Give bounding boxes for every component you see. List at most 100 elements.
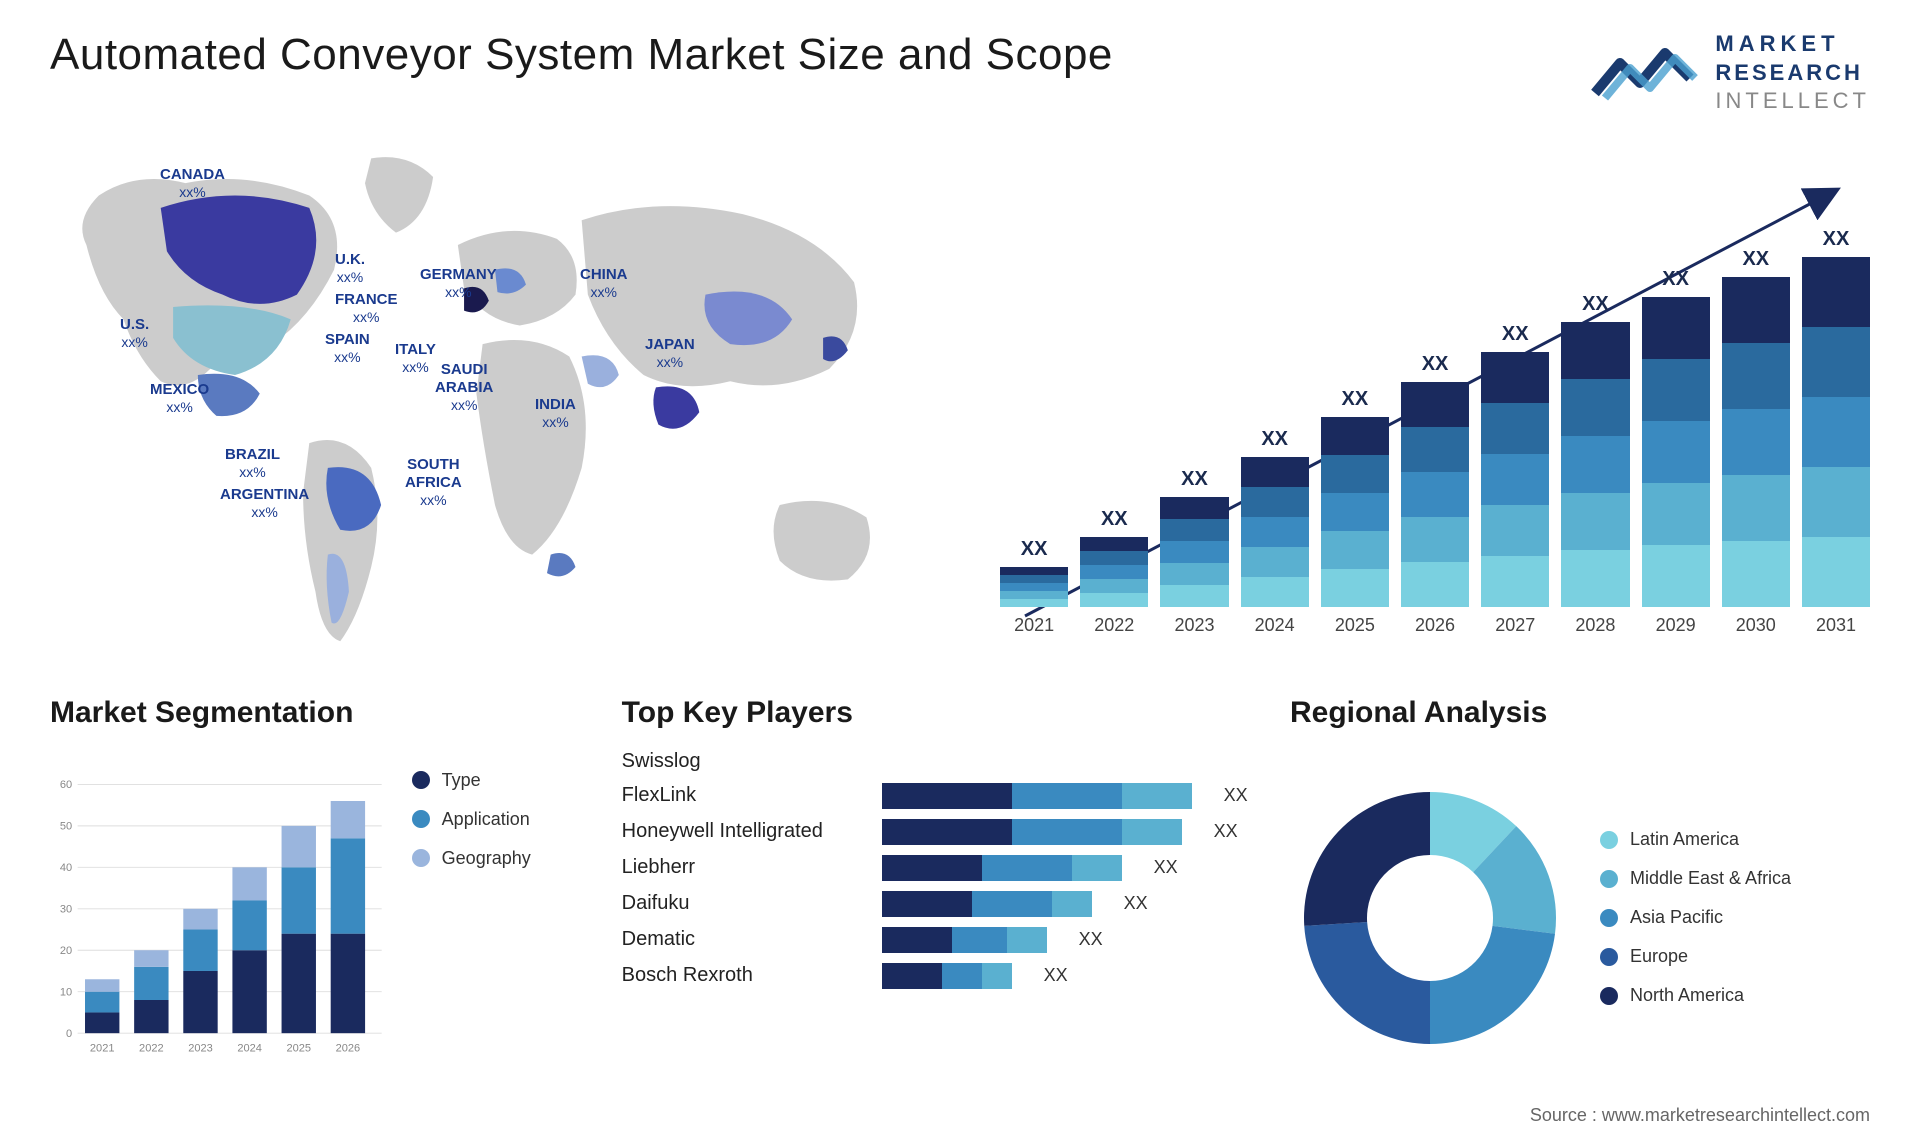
legend-label: Middle East & Africa — [1630, 868, 1791, 889]
player-name: Liebherr — [622, 856, 862, 879]
growth-bar — [1241, 457, 1309, 607]
growth-bar — [1722, 277, 1790, 607]
growth-bar — [1802, 257, 1870, 607]
legend-label: Geography — [442, 848, 531, 869]
growth-bar-year: 2025 — [1335, 615, 1375, 636]
svg-text:40: 40 — [60, 862, 72, 874]
legend-swatch — [412, 849, 430, 867]
growth-bar-year: 2031 — [1816, 615, 1856, 636]
logo-text-3: INTELLECT — [1715, 87, 1870, 116]
growth-bar-value: XX — [1101, 508, 1128, 531]
growth-bar-year: 2027 — [1495, 615, 1535, 636]
svg-text:10: 10 — [60, 986, 72, 998]
growth-bar-value: XX — [1021, 538, 1048, 561]
growth-bar-value: XX — [1823, 228, 1850, 251]
legend-item: Europe — [1600, 946, 1791, 967]
growth-bar — [1642, 297, 1710, 607]
legend-item: Application — [412, 809, 582, 830]
region-legend: Latin AmericaMiddle East & AfricaAsia Pa… — [1600, 829, 1791, 1006]
map-label: FRANCExx% — [335, 291, 398, 327]
legend-item: Asia Pacific — [1600, 907, 1791, 928]
svg-text:2024: 2024 — [237, 1042, 262, 1054]
growth-bar-year: 2024 — [1255, 615, 1295, 636]
legend-label: Asia Pacific — [1630, 907, 1723, 928]
legend-label: Europe — [1630, 946, 1688, 967]
svg-text:2022: 2022 — [139, 1042, 164, 1054]
map-label: SOUTHAFRICAxx% — [405, 456, 462, 510]
legend-swatch — [1600, 909, 1618, 927]
map-label: ARGENTINAxx% — [220, 486, 309, 522]
growth-bar-value: XX — [1422, 353, 1449, 376]
player-bar — [882, 819, 1182, 845]
growth-bar-year: 2030 — [1736, 615, 1776, 636]
donut-segment — [1430, 926, 1555, 1044]
map-label: SAUDIARABIAxx% — [435, 361, 493, 415]
donut-chart — [1290, 778, 1570, 1058]
players-title: Top Key Players — [622, 696, 1250, 730]
player-row: Honeywell IntelligratedXX — [622, 819, 1250, 845]
player-name: Honeywell Intelligrated — [622, 820, 862, 843]
segmentation-legend: Type Application Geography — [412, 750, 582, 1086]
growth-bar-year: 2022 — [1094, 615, 1134, 636]
map-label: MEXICOxx% — [150, 381, 209, 417]
growth-bar-value: XX — [1181, 468, 1208, 491]
player-row: Daifuku XX — [622, 891, 1250, 917]
svg-text:30: 30 — [60, 903, 72, 915]
growth-bar — [1561, 322, 1629, 607]
growth-bar — [1481, 352, 1549, 607]
legend-item: Middle East & Africa — [1600, 868, 1791, 889]
legend-label: Type — [442, 770, 481, 791]
legend-label: Application — [442, 809, 530, 830]
growth-bar — [1080, 537, 1148, 607]
legend-item: Geography — [412, 848, 582, 869]
legend-swatch — [412, 810, 430, 828]
growth-bar-year: 2028 — [1575, 615, 1615, 636]
map-label: CANADAxx% — [160, 166, 225, 202]
player-name: FlexLink — [622, 784, 862, 807]
growth-bar — [1160, 497, 1228, 607]
player-value: XX — [1124, 893, 1148, 914]
source-text: Source : www.marketresearchintellect.com — [1530, 1105, 1870, 1126]
segmentation-title: Market Segmentation — [50, 696, 582, 730]
legend-swatch — [1600, 870, 1618, 888]
growth-bar — [1321, 417, 1389, 607]
player-row: Liebherr XX — [622, 855, 1250, 881]
players-list: Swisslog FlexLink XX Honeywell Intelligrate… — [622, 750, 1250, 989]
growth-bar-year: 2021 — [1014, 615, 1054, 636]
map-label: INDIAxx% — [535, 396, 576, 432]
growth-bar-value: XX — [1742, 248, 1769, 271]
growth-bar-value: XX — [1502, 323, 1529, 346]
svg-text:50: 50 — [60, 820, 72, 832]
growth-bar-year: 2026 — [1415, 615, 1455, 636]
svg-text:2026: 2026 — [336, 1042, 361, 1054]
svg-text:2025: 2025 — [286, 1042, 311, 1054]
legend-swatch — [1600, 987, 1618, 1005]
map-safrica — [547, 553, 575, 576]
player-bar — [882, 963, 1012, 989]
player-row: Swisslog — [622, 750, 1250, 773]
svg-text:2021: 2021 — [90, 1042, 115, 1054]
legend-swatch — [1600, 948, 1618, 966]
growth-bar-value: XX — [1261, 428, 1288, 451]
player-value: XX — [1154, 857, 1178, 878]
player-value: XX — [1079, 929, 1103, 950]
map-saudiarabia — [582, 355, 619, 387]
player-bar — [882, 891, 1092, 917]
legend-label: North America — [1630, 985, 1744, 1006]
growth-bar-value: XX — [1662, 268, 1689, 291]
player-name: Bosch Rexroth — [622, 964, 862, 987]
player-name: Daifuku — [622, 892, 862, 915]
svg-text:60: 60 — [60, 779, 72, 791]
logo-text-1: MARKET — [1715, 30, 1870, 59]
legend-item: Type — [412, 770, 582, 791]
svg-text:2023: 2023 — [188, 1042, 213, 1054]
map-label: SPAINxx% — [325, 331, 370, 367]
growth-bar-value: XX — [1342, 388, 1369, 411]
map-label: JAPANxx% — [645, 336, 695, 372]
player-name: Dematic — [622, 928, 862, 951]
player-bar — [882, 927, 1047, 953]
player-row: Dematic XX — [622, 927, 1250, 953]
legend-item: North America — [1600, 985, 1791, 1006]
player-row: Bosch RexrothXX — [622, 963, 1250, 989]
map-label: BRAZILxx% — [225, 446, 280, 482]
